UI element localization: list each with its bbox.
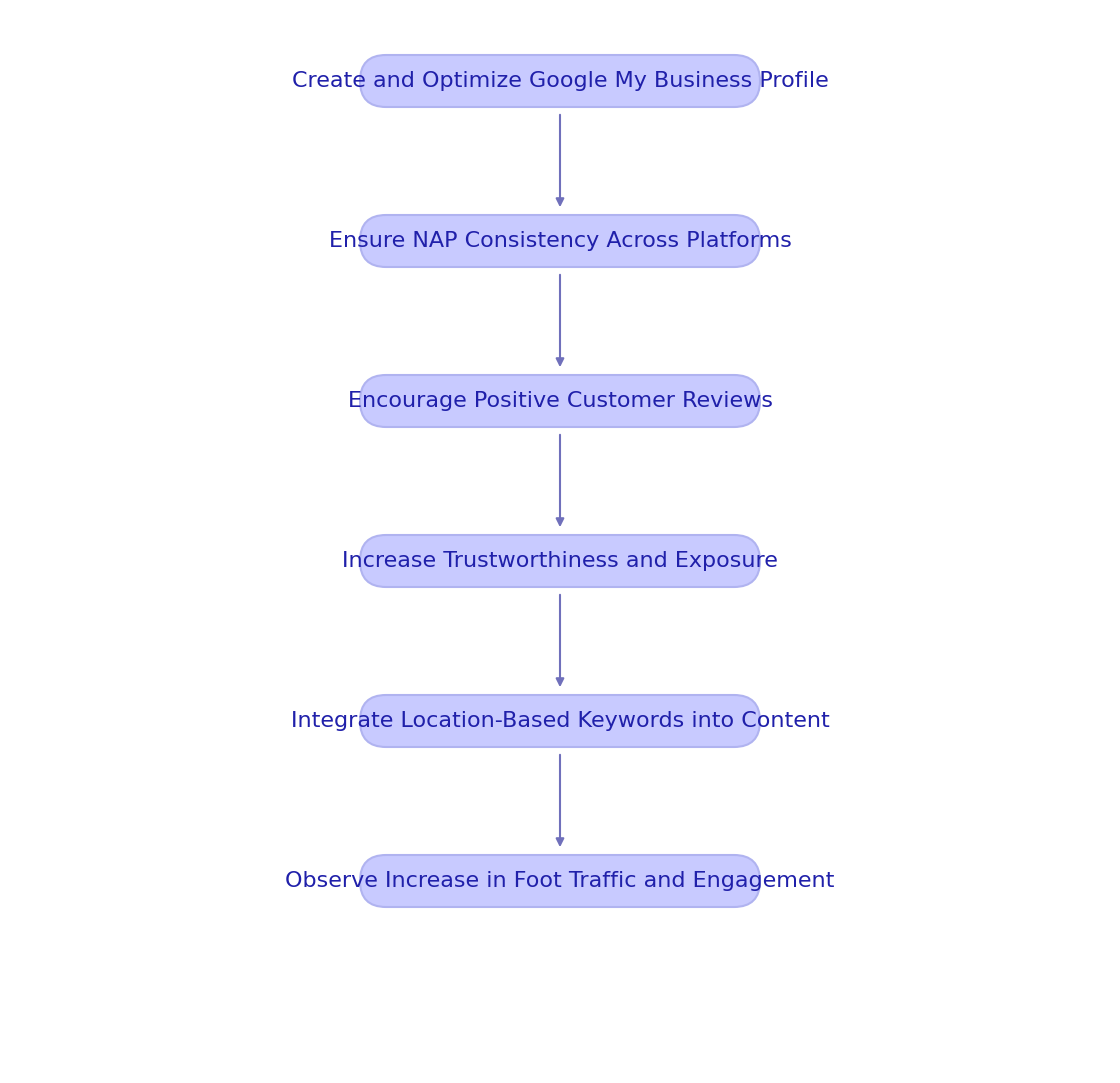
FancyBboxPatch shape bbox=[360, 854, 760, 906]
Text: Observe Increase in Foot Traffic and Engagement: Observe Increase in Foot Traffic and Eng… bbox=[286, 871, 834, 891]
Text: Encourage Positive Customer Reviews: Encourage Positive Customer Reviews bbox=[347, 391, 773, 412]
FancyBboxPatch shape bbox=[360, 535, 760, 587]
Text: Increase Trustworthiness and Exposure: Increase Trustworthiness and Exposure bbox=[342, 551, 778, 571]
FancyBboxPatch shape bbox=[360, 375, 760, 427]
FancyBboxPatch shape bbox=[360, 55, 760, 107]
Text: Create and Optimize Google My Business Profile: Create and Optimize Google My Business P… bbox=[291, 71, 829, 91]
Text: Integrate Location-Based Keywords into Content: Integrate Location-Based Keywords into C… bbox=[290, 712, 830, 731]
FancyBboxPatch shape bbox=[360, 695, 760, 747]
FancyBboxPatch shape bbox=[360, 216, 760, 268]
Text: Ensure NAP Consistency Across Platforms: Ensure NAP Consistency Across Platforms bbox=[328, 231, 792, 251]
